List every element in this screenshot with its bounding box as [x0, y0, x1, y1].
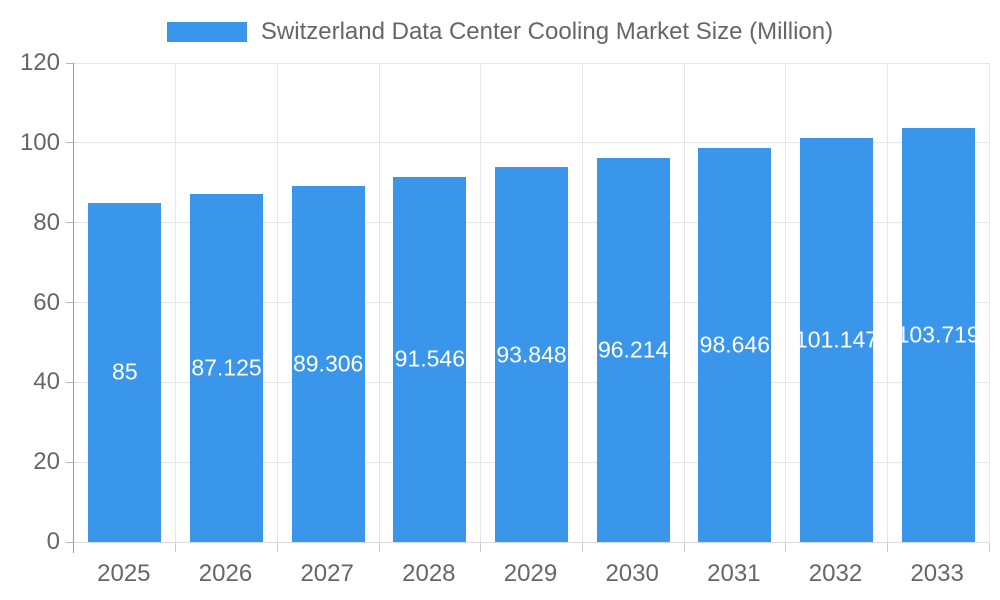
bar-2030[interactable]: 96.214: [596, 157, 670, 542]
y-tick-label: 80: [33, 208, 60, 236]
bar-value-label: 91.546: [394, 345, 466, 372]
bar-value-label: 93.848: [496, 341, 567, 368]
plot-area: 85 87.125 89.306 91.546 93.848 96.214 98.646 10…: [66, 62, 990, 553]
gridline-vertical: [581, 63, 583, 542]
y-axis-tick: [66, 62, 73, 64]
bar-value-label: 103.719: [896, 321, 980, 348]
x-axis-tick: [683, 543, 685, 552]
bar-2026[interactable]: 87.125: [190, 194, 263, 542]
gridline-vertical: [276, 63, 278, 542]
bar-value-label: 96.214: [597, 336, 669, 363]
gridline-vertical: [378, 63, 380, 542]
legend-item[interactable]: Switzerland Data Center Cooling Market S…: [166, 18, 834, 46]
gridline-vertical: [886, 63, 888, 542]
bar-value-label: 101.147: [794, 326, 879, 353]
gridline-vertical: [175, 63, 177, 542]
gridline-vertical: [785, 63, 787, 542]
x-tick-label: 2030: [605, 560, 659, 587]
gridline-horizontal: [74, 142, 989, 144]
x-tick-label: 2033: [910, 560, 964, 587]
bar-2033[interactable]: 103.719: [897, 128, 980, 542]
x-axis-tick: [175, 543, 177, 552]
x-axis-tick: [785, 543, 787, 552]
x-tick-label: 2026: [198, 560, 253, 587]
y-tick-label: 40: [33, 368, 60, 396]
gridline-vertical: [988, 63, 990, 542]
x-axis-tick: [886, 543, 888, 552]
legend: Switzerland Data Center Cooling Market S…: [0, 18, 1000, 46]
gridline-horizontal: [74, 62, 989, 64]
bar-2028[interactable]: 91.546: [393, 176, 467, 542]
x-axis-tick: [276, 543, 278, 552]
bar-2032[interactable]: 101.147: [795, 138, 878, 542]
x-tick-label: 2032: [808, 560, 863, 587]
bar-value-label: 87.125: [191, 354, 262, 381]
x-axis-tick: [988, 543, 990, 552]
bar-2027[interactable]: 89.306: [291, 185, 365, 542]
x-axis-tick: [581, 543, 583, 552]
gridline-vertical: [480, 63, 482, 542]
legend-label: Switzerland Data Center Cooling Market S…: [260, 18, 834, 45]
y-axis-bottom-stub: [73, 543, 74, 553]
legend-swatch: [166, 22, 247, 42]
bar-value-label: 98.646: [699, 331, 771, 358]
bar-value-label: 89.306: [292, 350, 364, 377]
y-axis-tick: [66, 461, 73, 463]
bar-2031[interactable]: 98.646: [698, 148, 772, 542]
bar-value-label: 85: [112, 358, 138, 385]
y-axis-tick: [66, 142, 73, 144]
y-tick-label: 0: [46, 528, 60, 555]
y-tick-label: 100: [19, 128, 60, 156]
x-tick-label: 2027: [300, 560, 354, 587]
y-axis-tick: [66, 541, 73, 543]
bar-2029[interactable]: 93.848: [495, 167, 568, 542]
x-axis-tick: [480, 543, 482, 552]
y-tick-label: 20: [33, 448, 60, 476]
x-tick-label: 2029: [503, 560, 558, 587]
x-tick-label: 2028: [402, 560, 456, 587]
y-tick-label: 120: [19, 49, 60, 76]
y-tick-label: 60: [33, 288, 60, 316]
x-tick-label: 2031: [707, 560, 761, 587]
gridline-vertical: [683, 63, 685, 542]
y-axis-tick: [66, 222, 73, 224]
y-axis-tick: [66, 302, 73, 303]
x-tick-label: 2025: [97, 560, 151, 587]
y-axis-tick: [66, 381, 73, 383]
x-axis-tick: [378, 543, 380, 552]
bar-2025[interactable]: 85: [88, 202, 162, 542]
